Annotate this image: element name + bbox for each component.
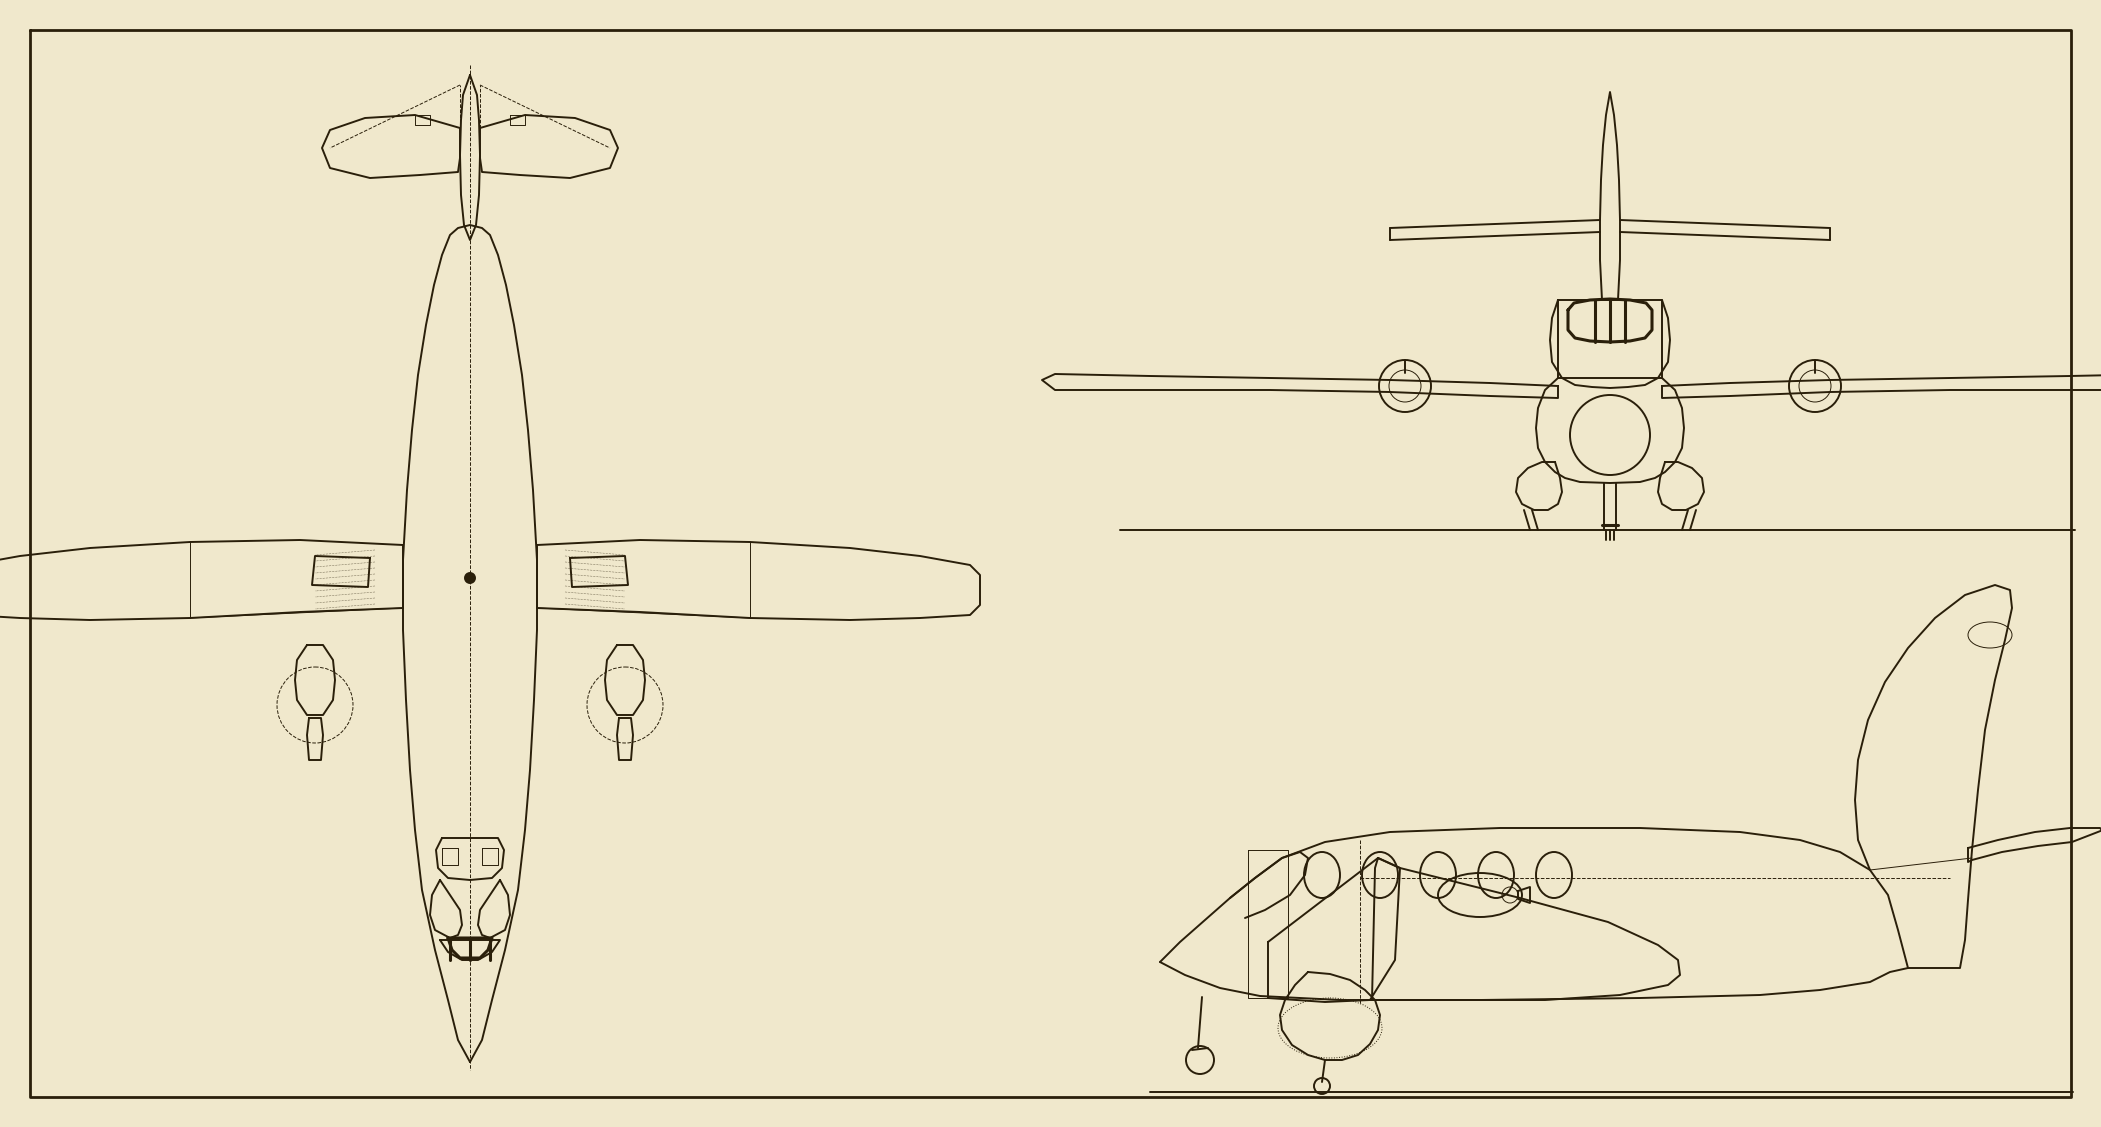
Circle shape	[464, 573, 475, 583]
